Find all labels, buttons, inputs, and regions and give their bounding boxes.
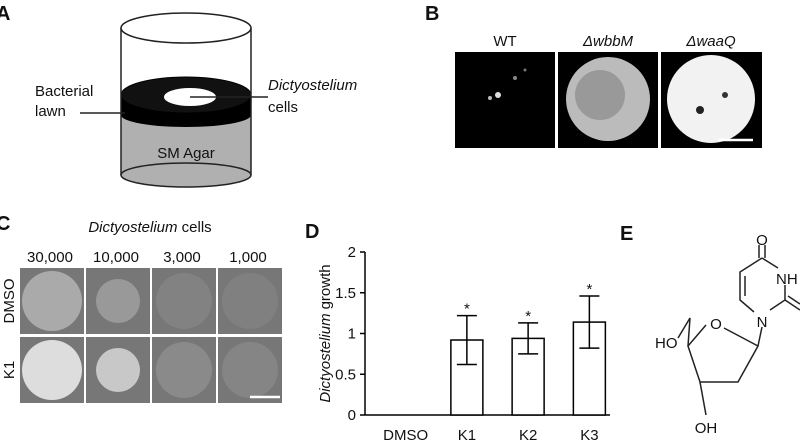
colony <box>222 342 278 398</box>
column-label: 1,000 <box>229 249 267 266</box>
x-tick-label: K3 <box>580 427 598 444</box>
y-axis-label: Dictyostelium growth <box>317 264 334 402</box>
panel-label: D <box>305 221 319 243</box>
annotation: Dictyostelium <box>268 77 357 94</box>
column-title: WT <box>493 33 516 50</box>
cylinder <box>80 12 268 188</box>
significance: * <box>525 308 531 325</box>
panel-label: B <box>425 3 439 25</box>
panel-label: A <box>0 3 10 25</box>
label-part: growth <box>317 264 334 309</box>
x-tick-label: K2 <box>519 427 537 444</box>
atom: O <box>710 316 722 333</box>
atom: O <box>756 232 768 249</box>
atom: N <box>757 314 768 331</box>
column-label: 30,000 <box>27 249 73 266</box>
colony <box>96 279 140 323</box>
column-label: 10,000 <box>93 249 139 266</box>
title-part: Dictyostelium <box>88 219 177 236</box>
colony <box>22 271 82 331</box>
y-tick-label: 2 <box>348 244 356 261</box>
row-label: DMSO <box>1 279 18 324</box>
annotation: SM Agar <box>157 145 215 162</box>
significance: * <box>464 301 470 318</box>
image-grid: 30,000 10,000 3,000 1,000 DMSO K1 <box>1 249 282 403</box>
y-tick-label: 1 <box>348 326 356 343</box>
atom: NH <box>776 271 798 288</box>
title-part: cells <box>182 219 212 236</box>
annotation: cells <box>268 99 298 116</box>
x-tick-label: DMSO <box>383 427 428 444</box>
column-title: ΔwbbM <box>582 33 634 50</box>
bar <box>572 321 607 416</box>
colony <box>156 273 212 329</box>
label-part: Dictyostelium <box>317 313 334 402</box>
structure <box>677 245 800 416</box>
atom: OH <box>695 420 718 437</box>
atom: HO <box>655 335 678 352</box>
y-tick-label: 0 <box>348 407 356 424</box>
row-label: K1 <box>1 361 18 379</box>
annotation: Bacterial <box>35 83 93 100</box>
column-label: 3,000 <box>163 249 201 266</box>
panel-title: Dictyostelium cells <box>88 219 211 236</box>
image-strip <box>455 52 762 148</box>
colony <box>22 340 82 400</box>
y-tick-label: 1.5 <box>335 285 356 302</box>
column-title: ΔwaaQ <box>685 33 736 50</box>
bar-chart: 0 0.5 1 1.5 2 Dictyostelium growth DMSO K1 * K2 * K3… <box>317 244 610 444</box>
colony <box>222 273 278 329</box>
colony <box>96 348 140 392</box>
panel-label: E <box>620 223 633 245</box>
panel-label: C <box>0 213 10 235</box>
colony <box>156 342 212 398</box>
annotation: lawn <box>35 103 66 120</box>
y-tick-label: 0.5 <box>335 366 356 383</box>
significance: * <box>586 281 592 298</box>
x-tick-label: K1 <box>458 427 476 444</box>
